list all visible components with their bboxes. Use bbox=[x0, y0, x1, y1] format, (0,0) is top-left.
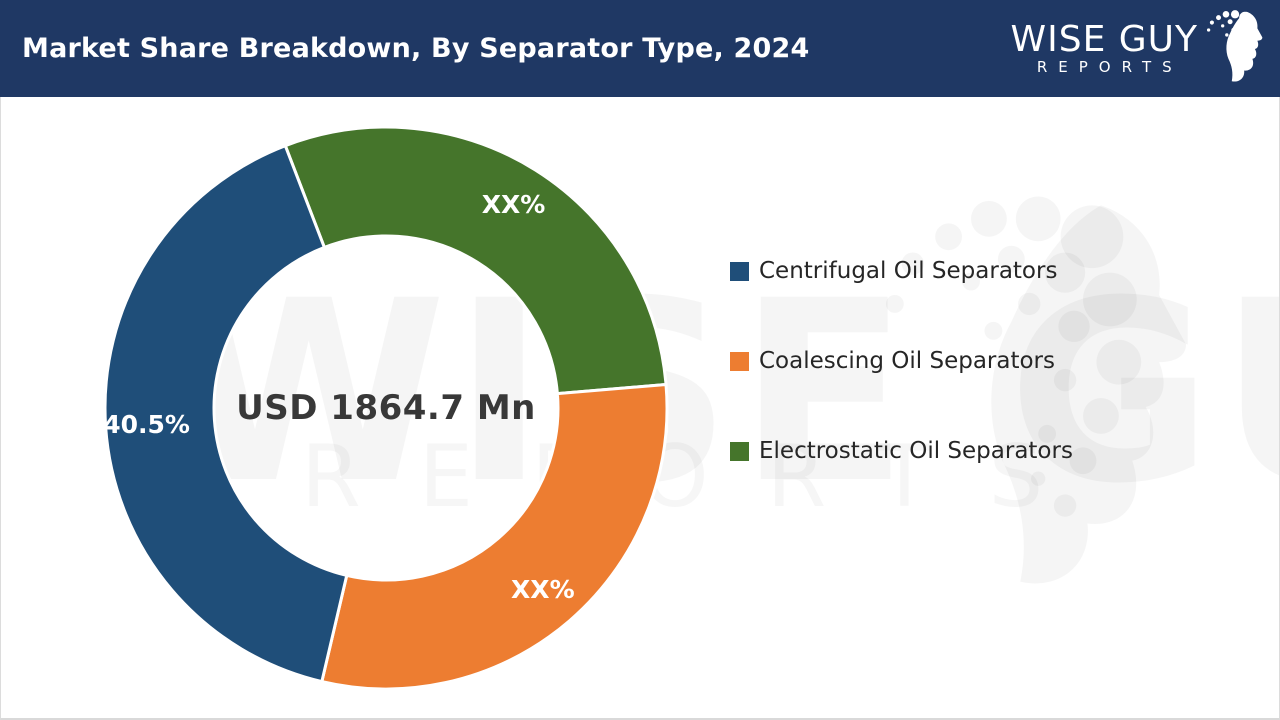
wiseguy-logo: WISE GUY REPORTS bbox=[1011, 6, 1265, 92]
donut-chart: XX% XX% 40.5% bbox=[103, 125, 669, 691]
segment-percentage-label: XX% bbox=[511, 575, 575, 604]
chart-center-value: USD 1864.7 Mn bbox=[236, 388, 536, 428]
chart-area: WISE GUY REPORTS XX%XX%40.5% USD 1864.7 … bbox=[0, 97, 1280, 720]
logo-wordmark: WISE GUY REPORTS bbox=[1010, 18, 1199, 77]
donut-segment bbox=[320, 382, 669, 691]
legend-label: Electrostatic Oil Separators bbox=[759, 438, 1073, 464]
legend-item-coalescing: Coalescing Oil Separators bbox=[730, 348, 1073, 374]
header-bar: Market Share Breakdown, By Separator Typ… bbox=[0, 0, 1280, 97]
legend-item-centrifugal: Centrifugal Oil Separators bbox=[730, 258, 1073, 284]
donut-segment bbox=[283, 125, 668, 396]
legend-item-electrostatic: Electrostatic Oil Separators bbox=[730, 438, 1073, 464]
logo-line1: WISE GUY bbox=[1010, 18, 1198, 60]
segment-percentage-label: 40.5% bbox=[103, 410, 190, 439]
legend-swatch-coalescing bbox=[730, 351, 749, 371]
page-title: Market Share Breakdown, By Separator Typ… bbox=[22, 33, 810, 64]
logo-line2: REPORTS bbox=[1036, 58, 1183, 77]
legend-swatch-electrostatic bbox=[730, 441, 749, 461]
legend-label: Coalescing Oil Separators bbox=[759, 348, 1055, 374]
legend-swatch-centrifugal bbox=[730, 261, 749, 281]
legend-label: Centrifugal Oil Separators bbox=[759, 258, 1058, 284]
chart-legend: Centrifugal Oil Separators Coalescing Oi… bbox=[730, 258, 1073, 528]
donut-segment bbox=[103, 143, 349, 684]
segment-percentage-label: XX% bbox=[482, 190, 546, 219]
wiseguy-face-icon bbox=[1202, 6, 1264, 92]
